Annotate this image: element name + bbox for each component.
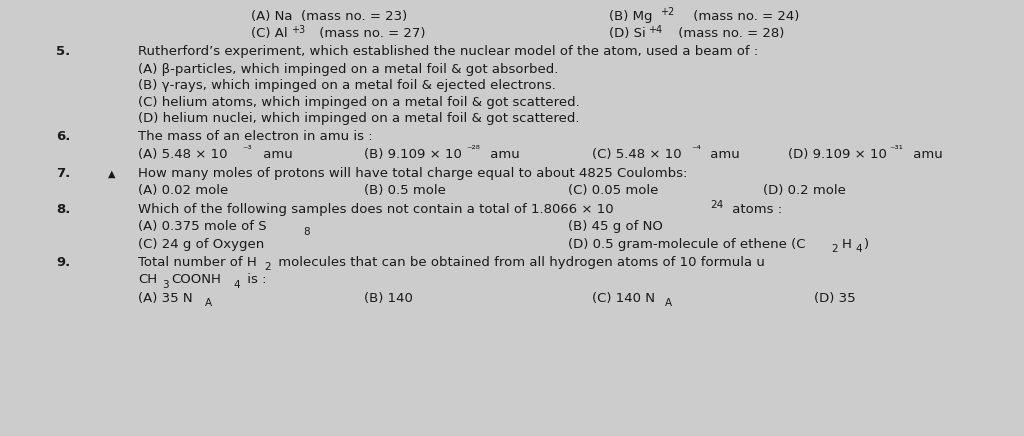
- Text: (D) 35: (D) 35: [814, 292, 856, 305]
- Text: ⁻³: ⁻³: [243, 146, 252, 156]
- Text: +3: +3: [291, 25, 305, 35]
- Text: 3: 3: [162, 280, 168, 290]
- Text: The mass of an electron in amu is :: The mass of an electron in amu is :: [138, 129, 373, 143]
- Text: atoms :: atoms :: [728, 203, 782, 216]
- Text: molecules that can be obtained from all hydrogen atoms of 10 formula u: molecules that can be obtained from all …: [274, 256, 765, 269]
- Text: (C) Al: (C) Al: [251, 27, 288, 40]
- Text: A: A: [665, 298, 672, 308]
- Text: 8: 8: [303, 227, 309, 237]
- Text: 5.: 5.: [56, 45, 71, 58]
- Text: (B) Mg: (B) Mg: [609, 10, 652, 23]
- Text: 2: 2: [831, 244, 838, 254]
- Text: ⁻³¹: ⁻³¹: [889, 146, 903, 156]
- Text: (A) Na  (mass no. = 23): (A) Na (mass no. = 23): [251, 10, 408, 23]
- Text: (B) 9.109 × 10: (B) 9.109 × 10: [364, 148, 462, 161]
- Text: 6.: 6.: [56, 129, 71, 143]
- Text: 8.: 8.: [56, 203, 71, 216]
- Text: amu: amu: [486, 148, 520, 161]
- Text: (B) 0.5 mole: (B) 0.5 mole: [364, 184, 445, 197]
- Text: COONH: COONH: [171, 273, 221, 286]
- Text: (C) 0.05 mole: (C) 0.05 mole: [568, 184, 658, 197]
- Text: How many moles of protons will have total charge equal to about 4825 Coulombs:: How many moles of protons will have tota…: [138, 167, 687, 180]
- Text: (mass no. = 27): (mass no. = 27): [315, 27, 426, 40]
- Text: (A) 5.48 × 10: (A) 5.48 × 10: [138, 148, 227, 161]
- Text: 4: 4: [855, 244, 861, 254]
- Text: (C) helium atoms, which impinged on a metal foil & got scattered.: (C) helium atoms, which impinged on a me…: [138, 95, 580, 109]
- Text: (mass no. = 24): (mass no. = 24): [689, 10, 800, 23]
- Text: (D) Si: (D) Si: [609, 27, 646, 40]
- Text: CH: CH: [138, 273, 158, 286]
- Text: amu: amu: [259, 148, 293, 161]
- Text: (A) 35 N: (A) 35 N: [138, 292, 193, 305]
- Text: Which of the following samples does not contain a total of 1.8066 × 10: Which of the following samples does not …: [138, 203, 613, 216]
- Text: 7.: 7.: [56, 167, 71, 180]
- Text: (B) γ-rays, which impinged on a metal foil & ejected electrons.: (B) γ-rays, which impinged on a metal fo…: [138, 79, 556, 92]
- Text: amu: amu: [706, 148, 739, 161]
- Text: (B) 140: (B) 140: [364, 292, 413, 305]
- Text: (A) 0.02 mole: (A) 0.02 mole: [138, 184, 228, 197]
- Text: Total number of H: Total number of H: [138, 256, 257, 269]
- Text: (A) 0.375 mole of S: (A) 0.375 mole of S: [138, 220, 267, 233]
- Text: 24: 24: [711, 201, 724, 211]
- Text: 9.: 9.: [56, 256, 71, 269]
- Text: (D) 0.5 gram-molecule of ethene (C: (D) 0.5 gram-molecule of ethene (C: [568, 238, 806, 251]
- Text: ▲: ▲: [108, 169, 115, 179]
- Text: Rutherford’s experiment, which established the nuclear model of the atom, used a: Rutherford’s experiment, which establish…: [138, 45, 759, 58]
- Text: (mass no. = 28): (mass no. = 28): [674, 27, 784, 40]
- Text: H: H: [842, 238, 852, 251]
- Text: amu: amu: [909, 148, 943, 161]
- Text: (C) 5.48 × 10: (C) 5.48 × 10: [592, 148, 682, 161]
- Text: (C) 140 N: (C) 140 N: [592, 292, 655, 305]
- Text: ⁻⁴: ⁻⁴: [691, 146, 701, 156]
- Text: (C) 24 g of Oxygen: (C) 24 g of Oxygen: [138, 238, 264, 251]
- Text: (D) helium nuclei, which impinged on a metal foil & got scattered.: (D) helium nuclei, which impinged on a m…: [138, 112, 580, 125]
- Text: +4: +4: [648, 25, 663, 35]
- Text: ): ): [864, 238, 869, 251]
- Text: (D) 9.109 × 10: (D) 9.109 × 10: [788, 148, 888, 161]
- Text: ⁻²⁸: ⁻²⁸: [466, 146, 480, 156]
- Text: (A) β-particles, which impinged on a metal foil & got absorbed.: (A) β-particles, which impinged on a met…: [138, 63, 559, 76]
- Text: +2: +2: [660, 7, 675, 17]
- Text: (B) 45 g of NO: (B) 45 g of NO: [568, 220, 664, 233]
- Text: (D) 0.2 mole: (D) 0.2 mole: [763, 184, 846, 197]
- Text: A: A: [205, 298, 212, 308]
- Text: 4: 4: [233, 280, 240, 290]
- Text: is :: is :: [243, 273, 266, 286]
- Text: 2: 2: [264, 262, 270, 272]
